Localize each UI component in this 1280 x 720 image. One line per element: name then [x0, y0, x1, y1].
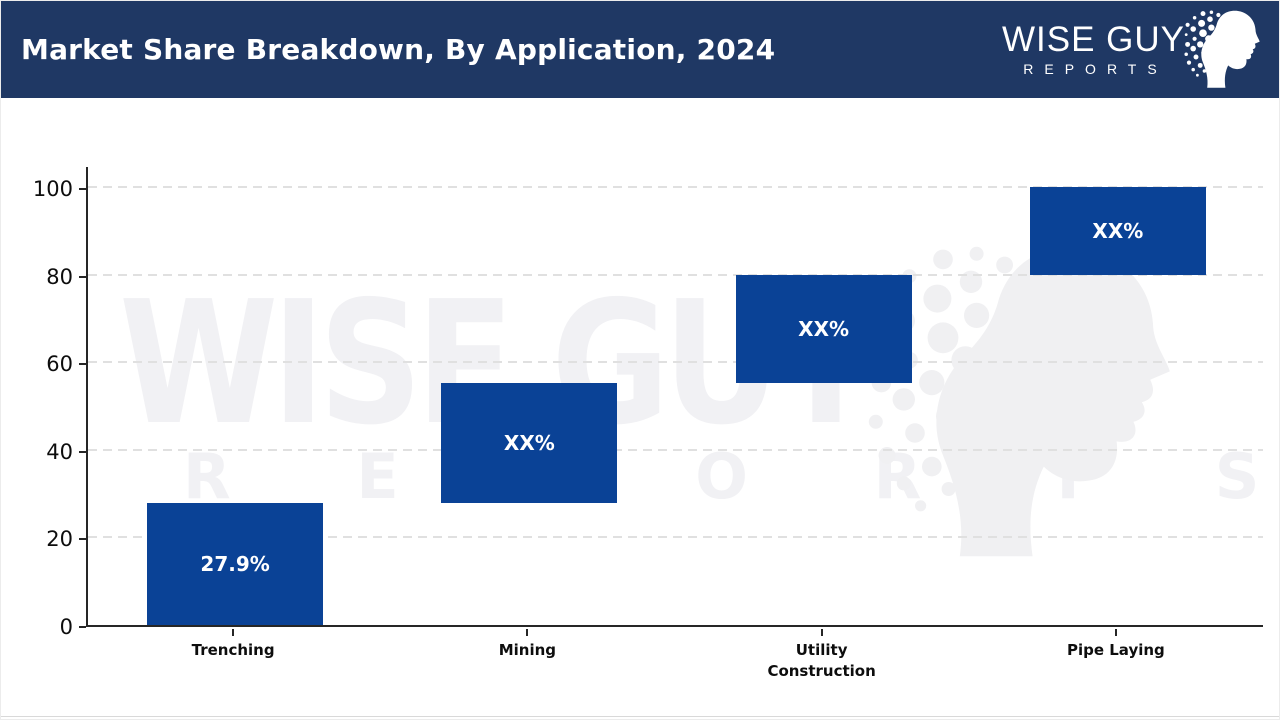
x-category-label-utility-construction: Utility Construction: [767, 641, 876, 680]
brand-logo: WISE GUY REPORTS: [1002, 8, 1267, 92]
gridline-60: [88, 361, 1263, 364]
brand-face-icon: [1184, 9, 1260, 88]
x-category-label-mining: Mining: [498, 641, 557, 659]
x-tick-mark-utility-construction: [820, 629, 823, 636]
y-tick-mark-100: [79, 187, 86, 190]
bottom-divider: [1, 716, 1279, 717]
y-tick-mark-80: [79, 275, 86, 278]
bar-value-label-mining: XX%: [503, 430, 555, 455]
x-category-label-trenching: Trenching: [191, 641, 275, 659]
bar-mining: XX%: [441, 382, 618, 503]
y-tick-label-0: 0: [59, 615, 73, 639]
y-tick-mark-40: [79, 450, 86, 453]
y-tick-label-40: 40: [46, 439, 73, 464]
plot-area: 27.9% XX% XX% XX%: [86, 167, 1263, 627]
bar-value-label-utility-construction: XX%: [798, 316, 850, 341]
bar-trenching: 27.9%: [147, 502, 324, 625]
x-category-label-pipe-laying: Pipe Laying: [1066, 641, 1165, 659]
x-tick-mark-pipe-laying: [1114, 629, 1117, 636]
gridline-80: [88, 273, 1263, 276]
gridline-100: [88, 185, 1263, 188]
brand-subtitle: REPORTS: [1023, 61, 1168, 77]
brand-name: WISE GUY: [1001, 20, 1185, 59]
gridline-40: [88, 448, 1263, 451]
bar-utility-construction: XX%: [735, 274, 912, 383]
y-tick-label-80: 80: [46, 264, 73, 289]
y-tick-label-60: 60: [46, 352, 73, 377]
bar-value-label-trenching: 27.9%: [200, 551, 270, 576]
y-tick-mark-0: [79, 626, 86, 628]
y-tick-mark-20: [79, 538, 86, 541]
page-title: Market Share Breakdown, By Application, …: [21, 33, 776, 66]
y-tick-label-100: 100: [32, 176, 73, 201]
gridline-20: [88, 536, 1263, 539]
x-tick-mark-mining: [526, 629, 529, 636]
header-bar: Market Share Breakdown, By Application, …: [1, 1, 1279, 98]
brand-logo-text: WISE GUY REPORTS: [1002, 22, 1185, 77]
bar-pipe-laying: XX%: [1029, 186, 1206, 275]
y-tick-mark-60: [79, 363, 86, 366]
x-tick-mark-trenching: [232, 629, 235, 636]
y-tick-label-20: 20: [46, 527, 73, 552]
bar-value-label-pipe-laying: XX%: [1092, 218, 1144, 243]
